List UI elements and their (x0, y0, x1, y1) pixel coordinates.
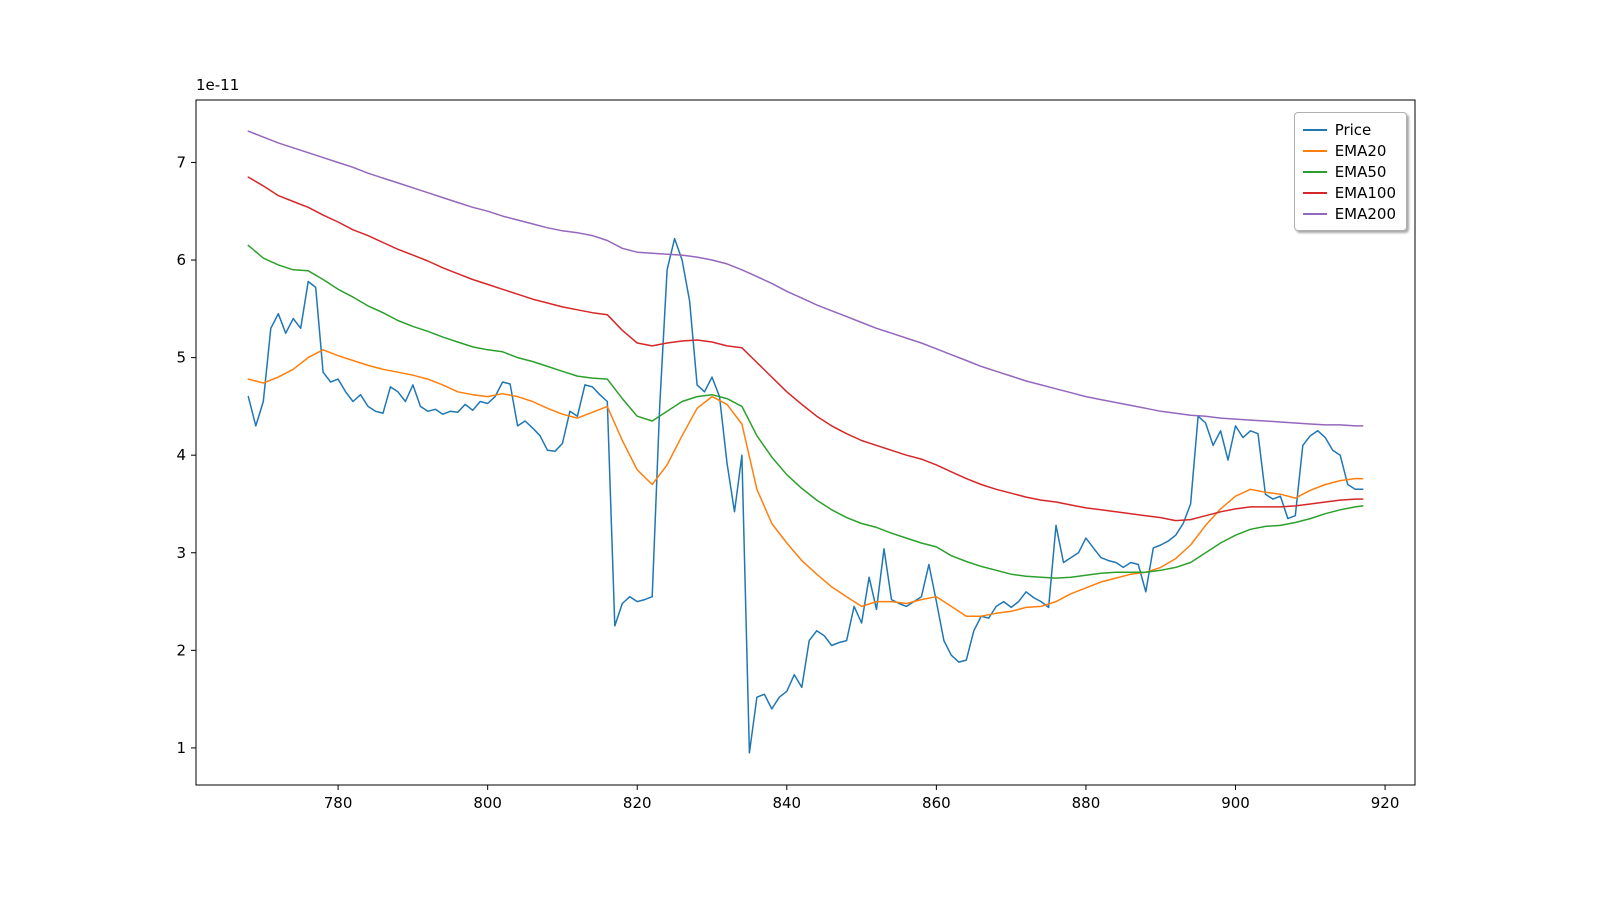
legend-label-ema200: EMA200 (1334, 204, 1396, 223)
legend-item-ema200: EMA200 (1302, 203, 1396, 224)
y-tick-label: 6 (176, 251, 186, 269)
y-tick-label: 5 (176, 349, 186, 367)
x-tick-label: 800 (473, 794, 502, 812)
y-tick-label: 1 (176, 739, 186, 757)
y-tick-label: 4 (176, 446, 186, 464)
x-tick-label: 920 (1371, 794, 1400, 812)
x-tick-label: 880 (1072, 794, 1101, 812)
series-line-ema50 (247, 244, 1364, 579)
x-tick-label: 780 (324, 794, 353, 812)
y-tick-label: 3 (176, 544, 186, 562)
legend-label-ema100: EMA100 (1334, 183, 1396, 202)
legend: Price EMA20 EMA50 EMA100 EMA200 (1293, 112, 1407, 231)
axes-frame (195, 99, 1416, 786)
x-tick-label: 820 (623, 794, 652, 812)
series-line-ema200 (247, 130, 1364, 427)
legend-swatch-ema100 (1302, 191, 1327, 194)
legend-swatch-price (1302, 128, 1327, 131)
y-tick-label: 2 (176, 641, 186, 659)
legend-item-ema50: EMA50 (1302, 161, 1396, 182)
legend-label-price: Price (1334, 120, 1372, 139)
series-line-price (247, 237, 1364, 754)
legend-label-ema20: EMA20 (1334, 141, 1387, 160)
legend-item-ema20: EMA20 (1302, 140, 1396, 161)
legend-swatch-ema200 (1302, 212, 1327, 215)
legend-item-ema100: EMA100 (1302, 182, 1396, 203)
x-tick-label: 900 (1221, 794, 1250, 812)
legend-swatch-ema20 (1302, 149, 1327, 152)
legend-label-ema50: EMA50 (1334, 162, 1387, 181)
series-line-ema100 (247, 176, 1364, 522)
legend-swatch-ema50 (1302, 170, 1327, 173)
y-axis-offset-label: 1e-11 (196, 76, 240, 94)
series-line-ema20 (247, 349, 1364, 617)
x-tick-label: 860 (922, 794, 951, 812)
y-tick-label: 7 (176, 153, 186, 171)
x-tick-label: 840 (772, 794, 801, 812)
legend-item-price: Price (1302, 119, 1396, 140)
